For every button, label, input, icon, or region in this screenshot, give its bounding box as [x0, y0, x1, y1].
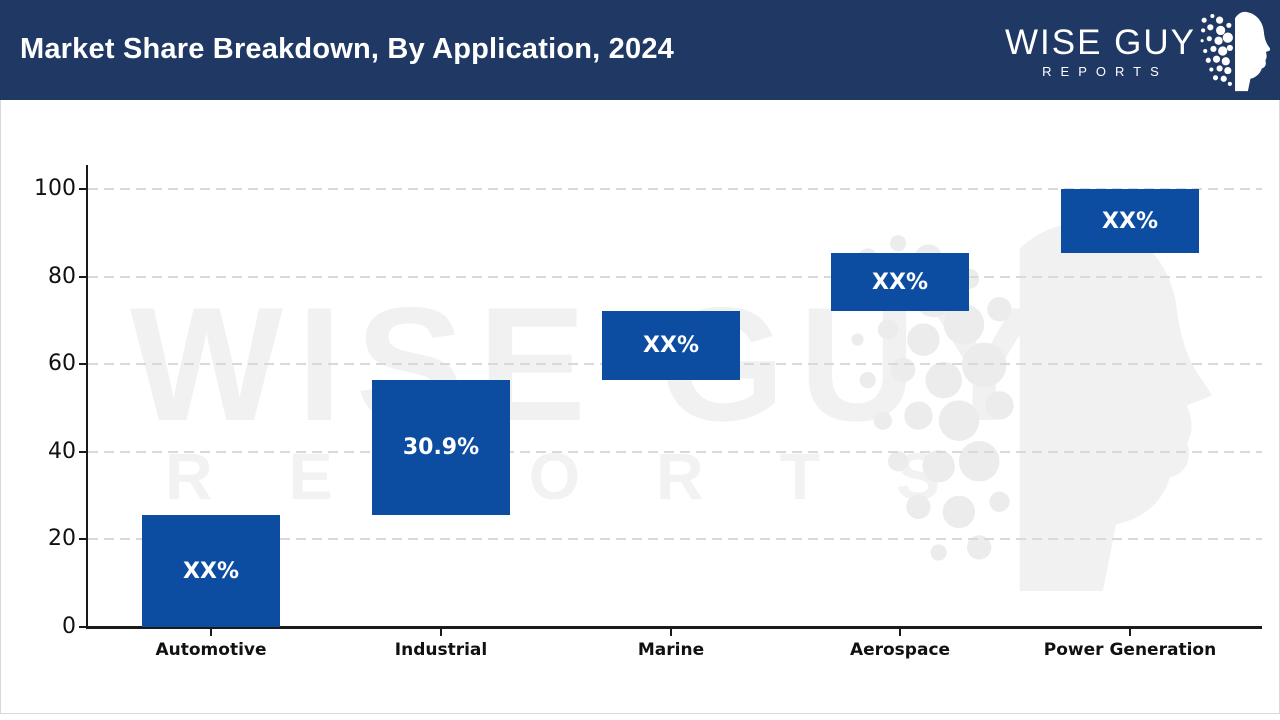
x-label-marine: Marine — [637, 640, 705, 660]
bar-automotive: XX% — [142, 515, 280, 627]
gridline-80 — [88, 275, 1262, 278]
x-axis-tick — [440, 629, 442, 636]
x-label-industrial: Industrial — [394, 640, 488, 660]
bar-value-label: XX% — [872, 269, 928, 295]
y-tick-label: 60 — [48, 351, 76, 377]
logo-subtitle: REPORTS — [1042, 64, 1168, 79]
logo-wordmark: WISE GUY — [1004, 23, 1196, 62]
y-axis-tick — [79, 188, 87, 190]
bar-value-label: 30.9% — [402, 435, 480, 461]
bar-value-label: XX% — [1102, 208, 1158, 234]
x-label-power-generation: Power Generation — [1043, 640, 1217, 660]
wiseguy-head-logo-icon — [1200, 11, 1270, 92]
x-label-aerospace: Aerospace — [849, 640, 951, 660]
logo-text: WISE GUY REPORTS — [1005, 23, 1196, 79]
bar-value-label: XX% — [183, 558, 239, 584]
bar-value-label: XX% — [643, 332, 699, 358]
x-axis-line — [86, 626, 1262, 629]
y-tick-label: 80 — [48, 263, 76, 289]
gridline-20 — [88, 538, 1262, 541]
gridline-40 — [88, 450, 1262, 453]
y-axis-tick — [79, 450, 87, 453]
y-tick-label: 20 — [48, 526, 76, 552]
x-label-automotive: Automotive — [155, 640, 267, 660]
x-axis-tick — [899, 629, 901, 636]
wise-guy-logo: WISE GUY REPORTS — [1005, 8, 1270, 94]
bar-industrial: 30.9% — [372, 379, 510, 516]
page-title: Market Share Breakdown, By Application, … — [20, 33, 674, 65]
y-tick-label: 40 — [48, 438, 76, 464]
y-tick-label: 0 — [62, 614, 76, 639]
y-tick-label: 100 — [34, 176, 76, 201]
gridline-100 — [88, 188, 1262, 190]
y-axis-tick — [79, 626, 87, 628]
x-axis-tick — [210, 629, 212, 636]
x-axis-tick — [1129, 629, 1131, 636]
y-axis-tick — [79, 363, 87, 366]
x-axis-tick — [670, 629, 672, 636]
y-axis-tick — [79, 538, 87, 541]
y-axis-tick — [79, 275, 87, 278]
bar-marine: XX% — [602, 310, 740, 380]
bar-aerospace: XX% — [831, 253, 969, 311]
bar-power-generation: XX% — [1061, 189, 1199, 254]
y-axis-line — [86, 165, 88, 629]
header-band: Market Share Breakdown, By Application, … — [0, 0, 1280, 100]
